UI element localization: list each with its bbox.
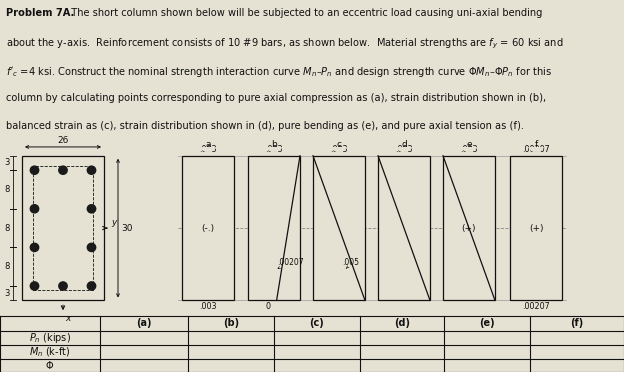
Text: balanced strain as (c), strain distribution shown in (d), pure bending as (e), a: balanced strain as (c), strain distribut…: [6, 121, 524, 131]
Text: $f'_c$ =4 ksi. Construct the nominal strength interaction curve $M_n$–$P_n$ and : $f'_c$ =4 ksi. Construct the nominal str…: [6, 65, 552, 78]
Circle shape: [87, 205, 95, 213]
Text: .003: .003: [395, 145, 412, 154]
Circle shape: [31, 205, 39, 213]
Text: (d): (d): [394, 318, 410, 328]
Text: f: f: [534, 140, 538, 148]
Text: e: e: [466, 140, 472, 148]
Bar: [378, 156, 430, 301]
Circle shape: [59, 282, 67, 290]
Text: The short column shown below will be subjected to an eccentric load causing uni-: The short column shown below will be sub…: [65, 8, 542, 18]
Text: (-.): (-.): [202, 224, 215, 232]
Text: .005: .005: [342, 258, 359, 267]
Text: (e): (e): [479, 318, 495, 328]
Circle shape: [31, 166, 39, 174]
Text: .00207: .00207: [522, 302, 550, 311]
Text: (f): (f): [570, 318, 583, 328]
Text: 26: 26: [57, 137, 69, 145]
Circle shape: [396, 136, 412, 152]
Text: 8: 8: [4, 185, 10, 194]
Bar: [443, 156, 495, 301]
Circle shape: [31, 243, 39, 251]
Text: (a): (a): [136, 318, 152, 328]
Text: $P_n$ (kips): $P_n$ (kips): [29, 331, 71, 344]
Circle shape: [87, 282, 95, 290]
Text: c: c: [336, 140, 341, 148]
Text: (+): (+): [529, 224, 544, 232]
Text: .003: .003: [461, 145, 478, 154]
Text: .00207: .00207: [277, 258, 304, 267]
Text: $M_n$ (k-ft): $M_n$ (k-ft): [29, 345, 71, 359]
Text: about the y-axis.  Reinforcement consists of 10 #9 bars, as shown below.  Materi: about the y-axis. Reinforcement consists…: [6, 36, 563, 51]
Circle shape: [200, 136, 216, 152]
Text: 8: 8: [4, 262, 10, 271]
Text: (b): (b): [223, 318, 239, 328]
Bar: [313, 156, 365, 301]
Text: 0: 0: [265, 302, 270, 311]
Text: .003: .003: [265, 145, 283, 154]
Bar: [33, 167, 93, 290]
Text: 3: 3: [4, 289, 10, 298]
Circle shape: [87, 166, 95, 174]
Text: $\Phi$: $\Phi$: [46, 359, 54, 371]
Text: (c): (c): [310, 318, 324, 328]
Circle shape: [528, 136, 544, 152]
Circle shape: [59, 166, 67, 174]
Bar: [248, 156, 300, 301]
Text: .003: .003: [199, 145, 217, 154]
Circle shape: [266, 136, 282, 152]
Text: .003: .003: [330, 145, 348, 154]
Text: x: x: [65, 314, 71, 323]
Text: 3: 3: [4, 158, 10, 167]
Text: b: b: [271, 140, 277, 148]
Text: .003: .003: [199, 302, 217, 311]
Text: .00207: .00207: [522, 145, 550, 154]
Text: 30: 30: [121, 224, 132, 232]
Bar: [182, 156, 234, 301]
Circle shape: [331, 136, 347, 152]
Text: 8: 8: [4, 224, 10, 232]
Circle shape: [461, 136, 477, 152]
Circle shape: [31, 282, 39, 290]
Text: Problem 7A.: Problem 7A.: [6, 8, 74, 18]
Bar: [22, 156, 104, 301]
Text: (+): (+): [462, 224, 476, 232]
Text: y: y: [111, 218, 116, 227]
Circle shape: [87, 243, 95, 251]
Text: column by calculating points corresponding to pure axial compression as (a), str: column by calculating points correspondi…: [6, 93, 547, 103]
Text: a: a: [205, 140, 211, 148]
Text: d: d: [401, 140, 407, 148]
Bar: [510, 156, 562, 301]
